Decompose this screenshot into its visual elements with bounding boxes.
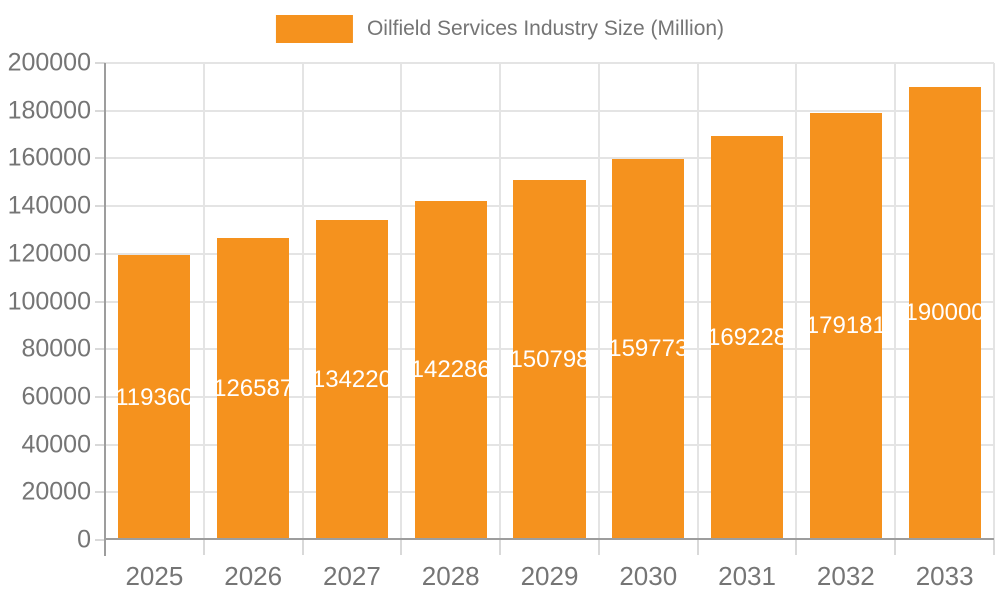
legend-swatch-icon — [275, 15, 353, 43]
x-gridline — [993, 63, 995, 540]
bar-value-label: 159773 — [612, 335, 685, 363]
y-tick — [95, 300, 105, 303]
bar-value-label: 142286 — [414, 356, 487, 384]
y-tick — [95, 62, 105, 64]
y-axis-line — [104, 63, 106, 556]
bar-2030[interactable]: 159773 — [612, 158, 685, 540]
x-tick — [597, 540, 600, 555]
x-tick — [400, 540, 403, 555]
y-axis-label: 20000 — [21, 477, 91, 506]
x-axis-label: 2031 — [718, 561, 776, 591]
x-gridline — [597, 63, 600, 540]
y-axis-label: 160000 — [7, 143, 91, 172]
bar-2032[interactable]: 179181 — [809, 112, 882, 540]
y-tick — [95, 157, 105, 160]
x-axis-line — [104, 538, 994, 540]
x-axis-label: 2029 — [520, 561, 579, 591]
bar-2027[interactable]: 134220 — [315, 219, 388, 540]
y-tick — [95, 252, 105, 255]
plot-area: 0 20000 40000 60000 80000 100000 120000 140000 1… — [8, 50, 995, 589]
bar-value-label: 119360 — [118, 383, 191, 411]
y-tick — [95, 109, 105, 112]
y-tick — [95, 443, 105, 446]
x-axis-label: 2028 — [421, 561, 480, 591]
bar-2028[interactable]: 142286 — [414, 200, 487, 540]
x-tick — [795, 540, 798, 555]
bar-2033[interactable]: 190000 — [908, 86, 981, 540]
bar-2031[interactable]: 169228 — [711, 136, 784, 540]
y-gridline — [105, 62, 994, 64]
x-gridline — [301, 63, 304, 540]
x-gridline — [499, 63, 502, 540]
x-gridline — [795, 63, 798, 540]
y-gridline — [105, 157, 994, 160]
x-gridline — [696, 63, 699, 540]
y-axis-label: 180000 — [7, 96, 91, 125]
y-gridline — [105, 109, 994, 112]
y-axis-label: 140000 — [7, 191, 91, 220]
y-axis-label: 40000 — [21, 430, 91, 459]
legend-item[interactable]: Oilfield Services Industry Size (Million… — [275, 15, 725, 43]
bar-2029[interactable]: 150798 — [513, 180, 586, 540]
y-axis-label: 120000 — [7, 239, 91, 268]
y-tick — [95, 491, 105, 494]
x-tick — [894, 540, 897, 555]
y-axis-label: 100000 — [7, 287, 91, 315]
bar-value-label: 126587 — [217, 375, 290, 403]
x-axis-label: 2027 — [323, 561, 381, 591]
legend-label: Oilfield Services Industry Size (Million… — [366, 17, 725, 40]
x-tick — [993, 540, 995, 555]
x-axis-label: 2030 — [619, 561, 678, 591]
bar-2026[interactable]: 126587 — [217, 238, 290, 540]
y-tick — [95, 348, 105, 351]
x-tick — [301, 540, 304, 555]
x-tick — [696, 540, 699, 555]
bar-value-label: 190000 — [908, 299, 981, 327]
bar-value-label: 134220 — [315, 365, 388, 393]
bar-value-label: 150798 — [513, 346, 586, 374]
y-tick — [95, 205, 105, 208]
x-gridline — [894, 63, 897, 540]
x-tick — [202, 540, 205, 555]
y-axis-label: 0 — [77, 525, 91, 554]
bar-2025[interactable]: 119360 — [118, 255, 191, 540]
x-tick — [499, 540, 502, 555]
x-gridline — [202, 63, 205, 540]
x-axis-label: 2026 — [224, 561, 283, 591]
x-gridline — [400, 63, 403, 540]
y-tick — [95, 395, 105, 398]
x-axis-label: 2033 — [915, 561, 974, 591]
y-axis-label: 200000 — [7, 48, 91, 77]
y-axis-label: 60000 — [21, 382, 91, 411]
bar-value-label: 179181 — [809, 312, 882, 340]
y-axis-label: 80000 — [21, 334, 91, 363]
x-axis-label: 2025 — [125, 561, 184, 591]
x-axis-label: 2032 — [816, 561, 875, 591]
y-tick — [95, 539, 105, 541]
bar-value-label: 169228 — [711, 324, 784, 352]
